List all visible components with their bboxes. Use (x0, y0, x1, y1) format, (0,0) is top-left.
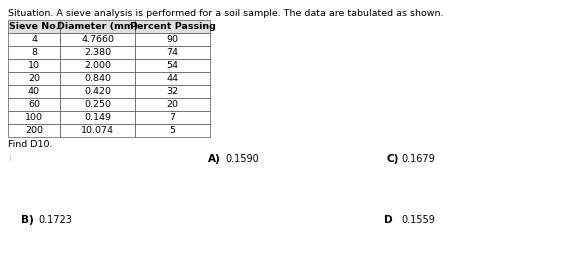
Bar (8, 111, 60, 124)
Bar (135, 85, 210, 98)
Text: |: | (8, 154, 11, 161)
Bar (60, 72, 135, 85)
Text: Find D10.: Find D10. (8, 140, 53, 149)
Text: 20: 20 (166, 100, 179, 109)
Bar (135, 20, 210, 33)
Text: 4.7660: 4.7660 (81, 35, 114, 44)
Text: 0.1723: 0.1723 (38, 215, 72, 225)
Bar (135, 111, 210, 124)
Bar (135, 46, 210, 59)
Text: Diameter (mm): Diameter (mm) (57, 22, 138, 31)
Text: 10.074: 10.074 (81, 126, 114, 135)
Bar (60, 85, 135, 98)
Bar (60, 98, 135, 111)
Text: 2.380: 2.380 (84, 48, 111, 57)
Bar (60, 33, 135, 46)
Text: 54: 54 (166, 61, 179, 70)
Text: Sieve No.: Sieve No. (9, 22, 59, 31)
Text: 0.420: 0.420 (84, 87, 111, 96)
Text: 4: 4 (31, 35, 37, 44)
Bar (8, 98, 60, 111)
Bar (135, 124, 210, 137)
Bar (135, 59, 210, 72)
Text: 44: 44 (166, 74, 179, 83)
Text: Situation. A sieve analysis is performed for a soil sample. The data are tabulat: Situation. A sieve analysis is performed… (8, 9, 444, 18)
Bar (8, 124, 60, 137)
Bar (8, 59, 60, 72)
Text: C): C) (387, 154, 399, 164)
Bar (135, 72, 210, 85)
Text: B): B) (21, 215, 33, 225)
Text: 100: 100 (25, 113, 43, 122)
Bar (60, 111, 135, 124)
Text: 5: 5 (169, 126, 175, 135)
Bar (8, 46, 60, 59)
Text: 0.1590: 0.1590 (226, 154, 260, 164)
Text: 0.250: 0.250 (84, 100, 111, 109)
Bar (60, 59, 135, 72)
Text: 2.000: 2.000 (84, 61, 111, 70)
Text: 74: 74 (166, 48, 179, 57)
Text: 32: 32 (166, 87, 179, 96)
Text: 0.1559: 0.1559 (401, 215, 435, 225)
Bar (8, 72, 60, 85)
Text: 20: 20 (28, 74, 40, 83)
Bar (8, 85, 60, 98)
Text: 0.149: 0.149 (84, 113, 111, 122)
Text: 0.1679: 0.1679 (401, 154, 435, 164)
Text: Percent Passing: Percent Passing (130, 22, 216, 31)
Bar (60, 46, 135, 59)
Text: 8: 8 (31, 48, 37, 57)
Bar (8, 20, 60, 33)
Text: 10: 10 (28, 61, 40, 70)
Bar (135, 33, 210, 46)
Text: 200: 200 (25, 126, 43, 135)
Text: A): A) (208, 154, 221, 164)
Bar (8, 33, 60, 46)
Text: 90: 90 (166, 35, 179, 44)
Text: D: D (384, 215, 393, 225)
Bar (60, 124, 135, 137)
Bar (60, 20, 135, 33)
Text: 7: 7 (169, 113, 175, 122)
Text: 40: 40 (28, 87, 40, 96)
Bar (135, 98, 210, 111)
Text: 60: 60 (28, 100, 40, 109)
Text: 0.840: 0.840 (84, 74, 111, 83)
